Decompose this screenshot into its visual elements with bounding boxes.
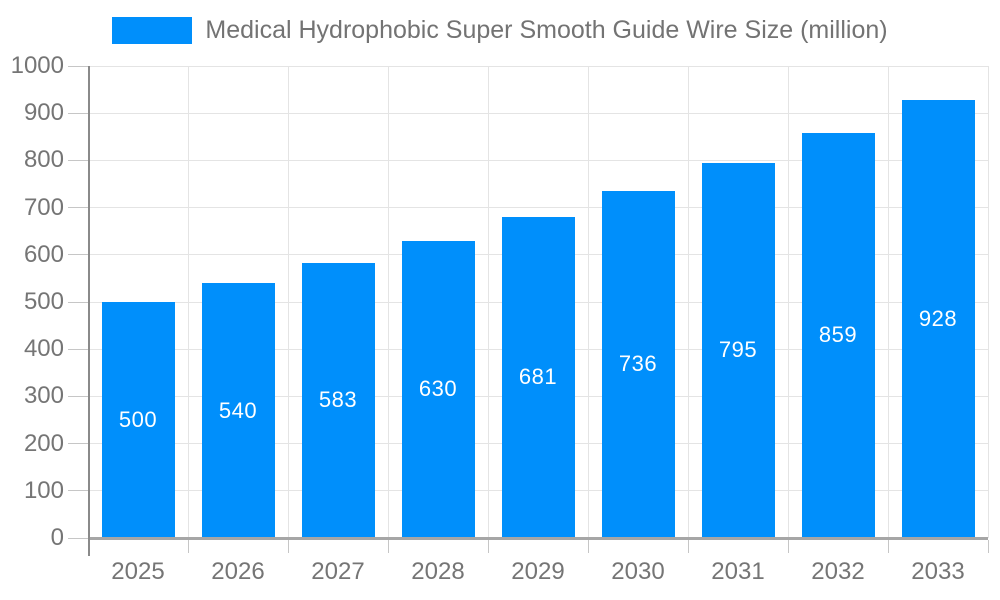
bar-value-label: 736 [618,351,658,377]
x-axis-tick [187,540,189,553]
bar-value-label: 859 [818,322,858,348]
y-axis-tick-label: 900 [23,99,64,127]
v-gridline [487,66,489,538]
y-axis-tick-label: 700 [23,193,64,221]
bar-2025[interactable]: 500 [101,302,175,538]
h-gridline [88,112,988,114]
v-gridline [987,66,989,538]
legend-label: Medical Hydrophobic Super Smooth Guide W… [205,16,888,44]
x-axis-tick-label: 2031 [711,558,765,585]
v-gridline [287,66,289,538]
x-axis-tick-label: 2032 [811,558,865,585]
y-axis-tick [68,537,88,539]
x-axis-tick-label: 2027 [311,558,365,585]
h-gridline [88,207,988,209]
legend-item[interactable]: Medical Hydrophobic Super Smooth Guide W… [112,16,888,45]
chart-legend: Medical Hydrophobic Super Smooth Guide W… [0,16,1000,45]
bar-value-label: 583 [318,387,358,413]
y-axis-tick [68,443,88,445]
y-axis-tick [68,490,88,492]
bar-value-label: 795 [718,337,758,363]
bar-2031[interactable]: 795 [701,162,775,538]
x-axis-labels: 2025 2026 2027 2028 2029 2030 2031 2032 2033 [88,558,988,588]
bar-2026[interactable]: 540 [201,283,275,538]
v-gridline [587,66,589,538]
y-axis-tick [68,159,88,161]
x-axis-tick-label: 2029 [511,558,565,585]
y-axis-tick [68,207,88,209]
bar-value-label: 500 [118,407,158,432]
x-axis-tick-label: 2028 [411,558,465,585]
x-axis-tick [387,540,389,553]
v-gridline [387,66,389,538]
y-axis-tick [68,65,88,67]
bar-2028[interactable]: 630 [401,240,475,538]
bar-value-label: 928 [918,305,958,331]
h-gridline [88,65,988,67]
x-axis-tick-label: 2030 [611,558,665,585]
bar-value-label: 540 [218,397,258,423]
x-axis-tick [987,540,989,553]
y-axis-tick-label: 800 [23,146,64,174]
y-axis-line [88,66,90,556]
y-axis-tick-label: 400 [23,335,64,363]
y-axis-tick [68,254,88,256]
bar-2027[interactable]: 583 [301,262,375,538]
v-gridline [787,66,789,538]
y-axis-tick [68,395,88,397]
y-axis-tick [68,301,88,303]
x-axis-tick-label: 2026 [211,558,265,585]
y-axis-tick-label: 600 [23,240,64,268]
x-axis-tick-label: 2025 [111,558,165,585]
legend-swatch [112,17,193,44]
x-axis-tick [587,540,589,553]
y-axis-tick-label: 300 [23,382,64,410]
bar-value-label: 681 [518,364,558,390]
x-axis-tick [687,540,689,553]
x-axis-tick [287,540,289,553]
v-gridline [687,66,689,538]
y-axis-tick [68,112,88,114]
bar-2029[interactable]: 681 [501,216,575,538]
x-axis-tick [487,540,489,553]
bar-2030[interactable]: 736 [601,190,675,538]
y-axis-tick-label: 1000 [10,52,64,79]
y-axis-tick-label: 100 [23,476,64,504]
y-axis-tick [68,348,88,350]
y-axis-tick-label: 500 [23,288,64,315]
bar-value-label: 630 [418,376,458,402]
plot-area: 500 540 583 630 681 736 795 859 928 [68,65,989,556]
x-axis-tick [787,540,789,553]
y-axis-labels: 0 100 200 300 400 500 600 700 800 900 1000 [0,52,64,551]
v-gridline [187,66,189,538]
x-axis-tick-label: 2033 [911,558,965,585]
v-gridline [887,66,889,538]
x-axis-line [88,537,988,540]
y-axis-tick-label: 0 [50,524,64,551]
h-gridline [88,159,988,161]
x-axis-tick [887,540,889,553]
bar-2033[interactable]: 928 [901,99,975,538]
y-axis-tick-label: 200 [23,429,64,457]
bar-2032[interactable]: 859 [801,132,875,538]
